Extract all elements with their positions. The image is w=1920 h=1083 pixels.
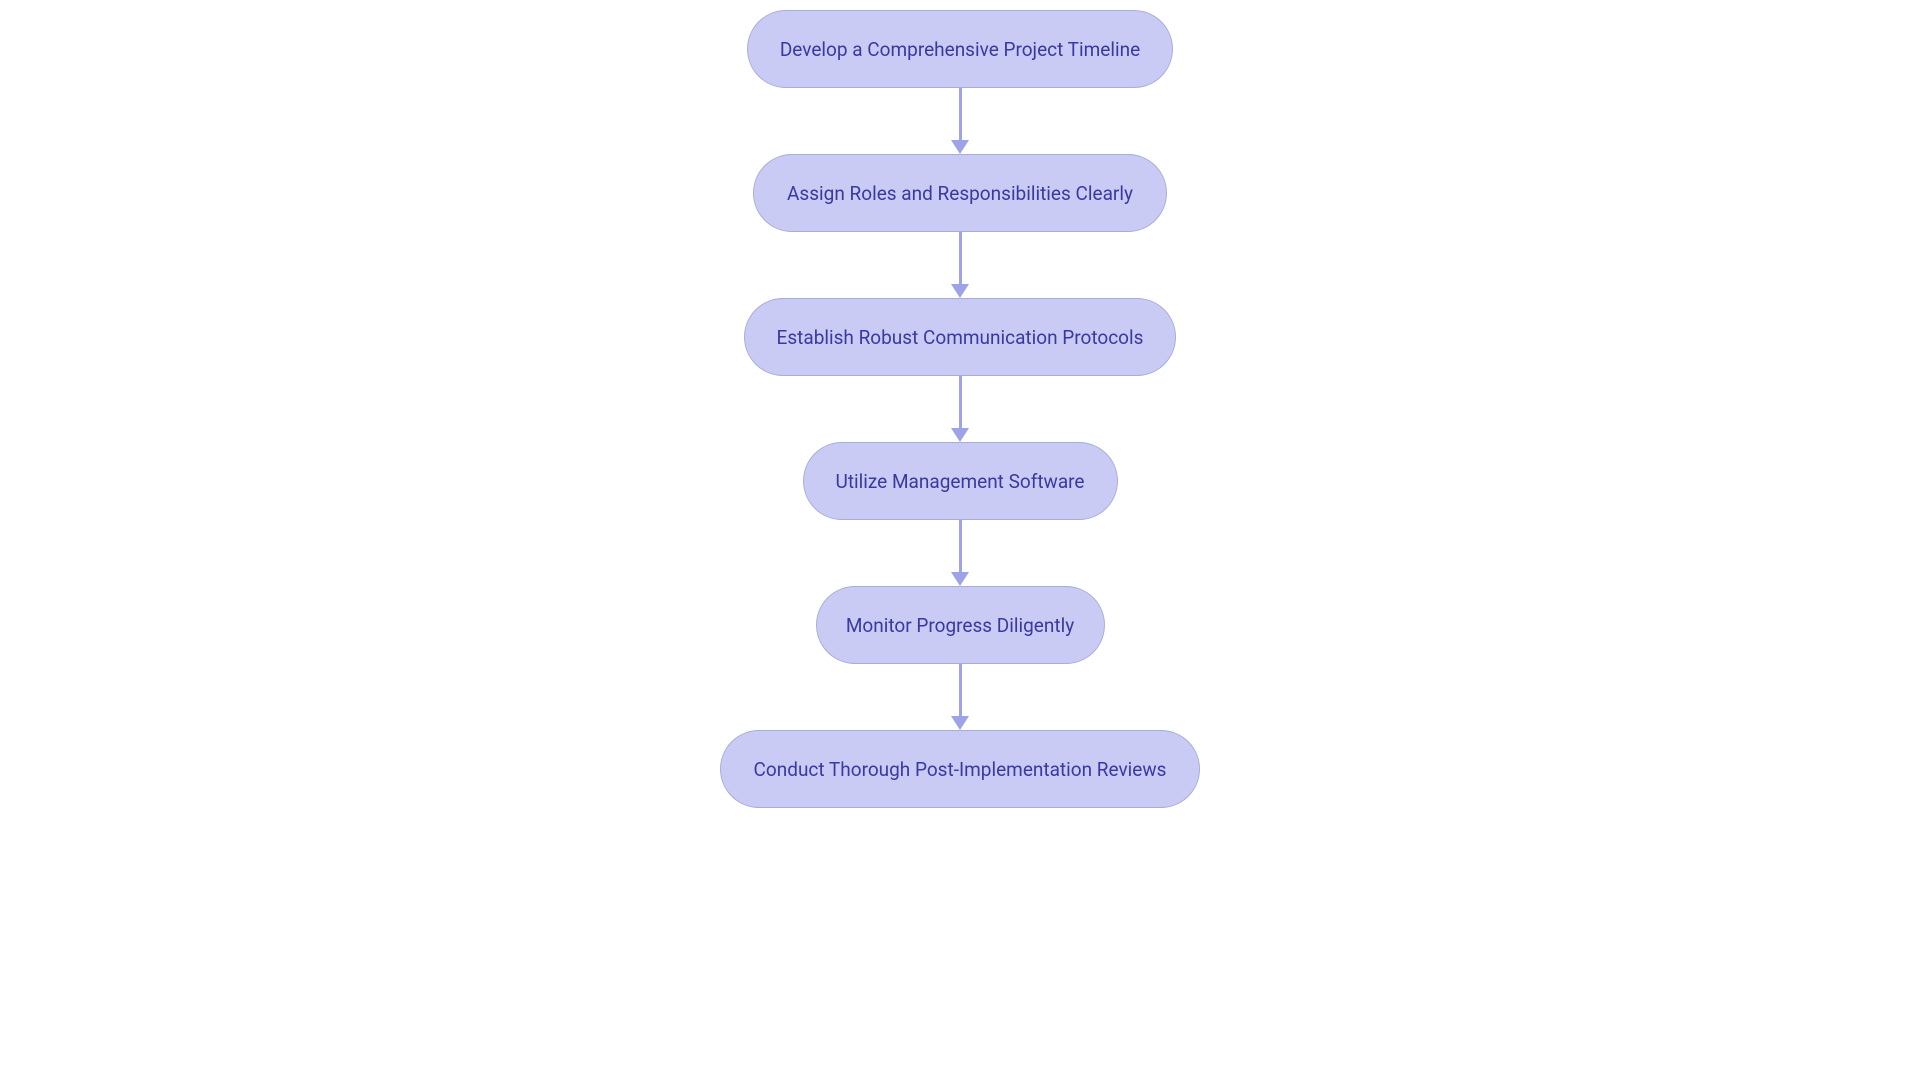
arrow-head-icon <box>951 572 969 586</box>
flow-node-n4: Utilize Management Software <box>803 442 1118 520</box>
flow-node-label: Conduct Thorough Post-Implementation Rev… <box>754 758 1167 781</box>
arrow-head-icon <box>951 428 969 442</box>
flow-node-n1: Develop a Comprehensive Project Timeline <box>747 10 1173 88</box>
flow-node-label: Monitor Progress Diligently <box>846 614 1074 637</box>
flow-arrow <box>951 88 969 154</box>
flow-node-label: Assign Roles and Responsibilities Clearl… <box>787 182 1133 205</box>
flow-arrow <box>951 520 969 586</box>
arrow-line <box>959 88 962 140</box>
arrow-line <box>959 376 962 428</box>
arrow-line <box>959 664 962 716</box>
flow-arrow <box>951 376 969 442</box>
arrow-line <box>959 232 962 284</box>
arrow-line <box>959 520 962 572</box>
arrow-head-icon <box>951 140 969 154</box>
arrow-head-icon <box>951 716 969 730</box>
flow-node-n2: Assign Roles and Responsibilities Clearl… <box>753 154 1167 232</box>
flow-node-n3: Establish Robust Communication Protocols <box>744 298 1176 376</box>
flowchart-container: Develop a Comprehensive Project Timeline… <box>720 10 1200 808</box>
flow-node-label: Establish Robust Communication Protocols <box>777 326 1144 349</box>
flow-arrow <box>951 232 969 298</box>
arrow-head-icon <box>951 284 969 298</box>
flow-node-label: Develop a Comprehensive Project Timeline <box>780 38 1140 61</box>
flow-arrow <box>951 664 969 730</box>
flow-node-n5: Monitor Progress Diligently <box>816 586 1105 664</box>
flow-node-label: Utilize Management Software <box>836 470 1085 493</box>
flow-node-n6: Conduct Thorough Post-Implementation Rev… <box>720 730 1200 808</box>
